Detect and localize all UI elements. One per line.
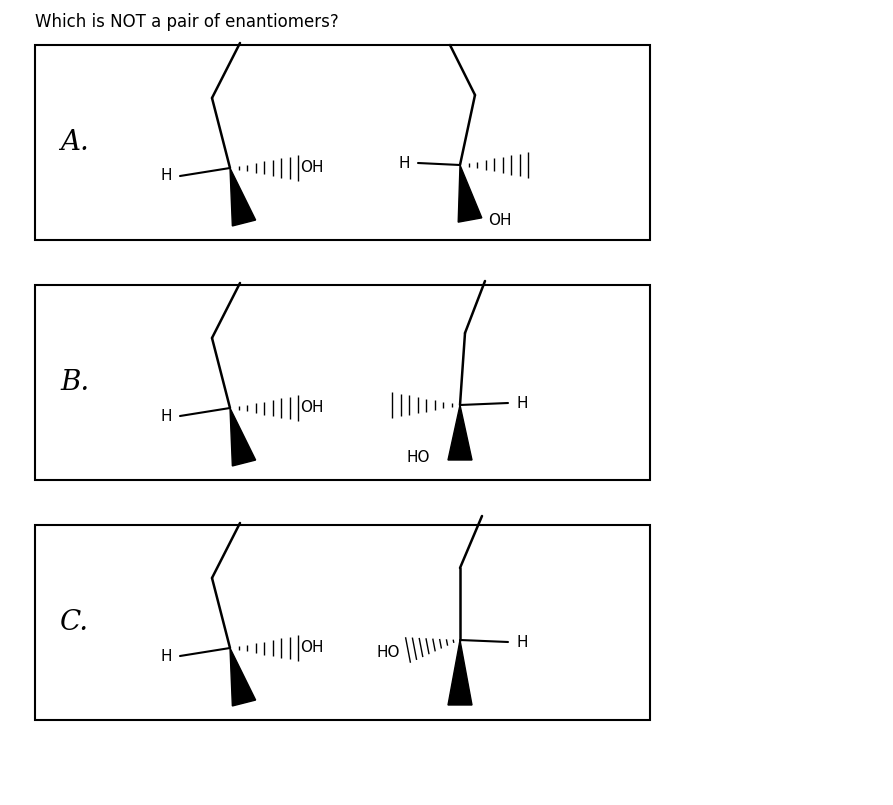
Text: H: H — [516, 395, 528, 411]
Bar — [35, 525, 650, 720]
Polygon shape — [230, 168, 255, 226]
Text: OH: OH — [300, 399, 323, 415]
Bar — [35, 45, 650, 240]
Text: OH: OH — [300, 639, 323, 654]
Text: A.: A. — [60, 129, 89, 155]
Text: C.: C. — [60, 609, 89, 635]
Text: H: H — [398, 155, 410, 171]
Text: H: H — [161, 408, 172, 423]
Text: Which is NOT a pair of enantiomers?: Which is NOT a pair of enantiomers? — [35, 13, 338, 31]
Text: H: H — [161, 168, 172, 184]
Polygon shape — [448, 405, 472, 460]
Polygon shape — [230, 648, 255, 706]
Text: OH: OH — [488, 213, 512, 228]
Text: OH: OH — [300, 159, 323, 175]
Text: HO: HO — [406, 450, 430, 465]
Text: HO: HO — [377, 645, 400, 659]
Polygon shape — [458, 165, 482, 222]
Text: H: H — [516, 634, 528, 650]
Bar — [35, 285, 650, 480]
Polygon shape — [230, 408, 255, 466]
Text: H: H — [161, 649, 172, 663]
Text: B.: B. — [60, 369, 89, 395]
Polygon shape — [448, 640, 472, 705]
